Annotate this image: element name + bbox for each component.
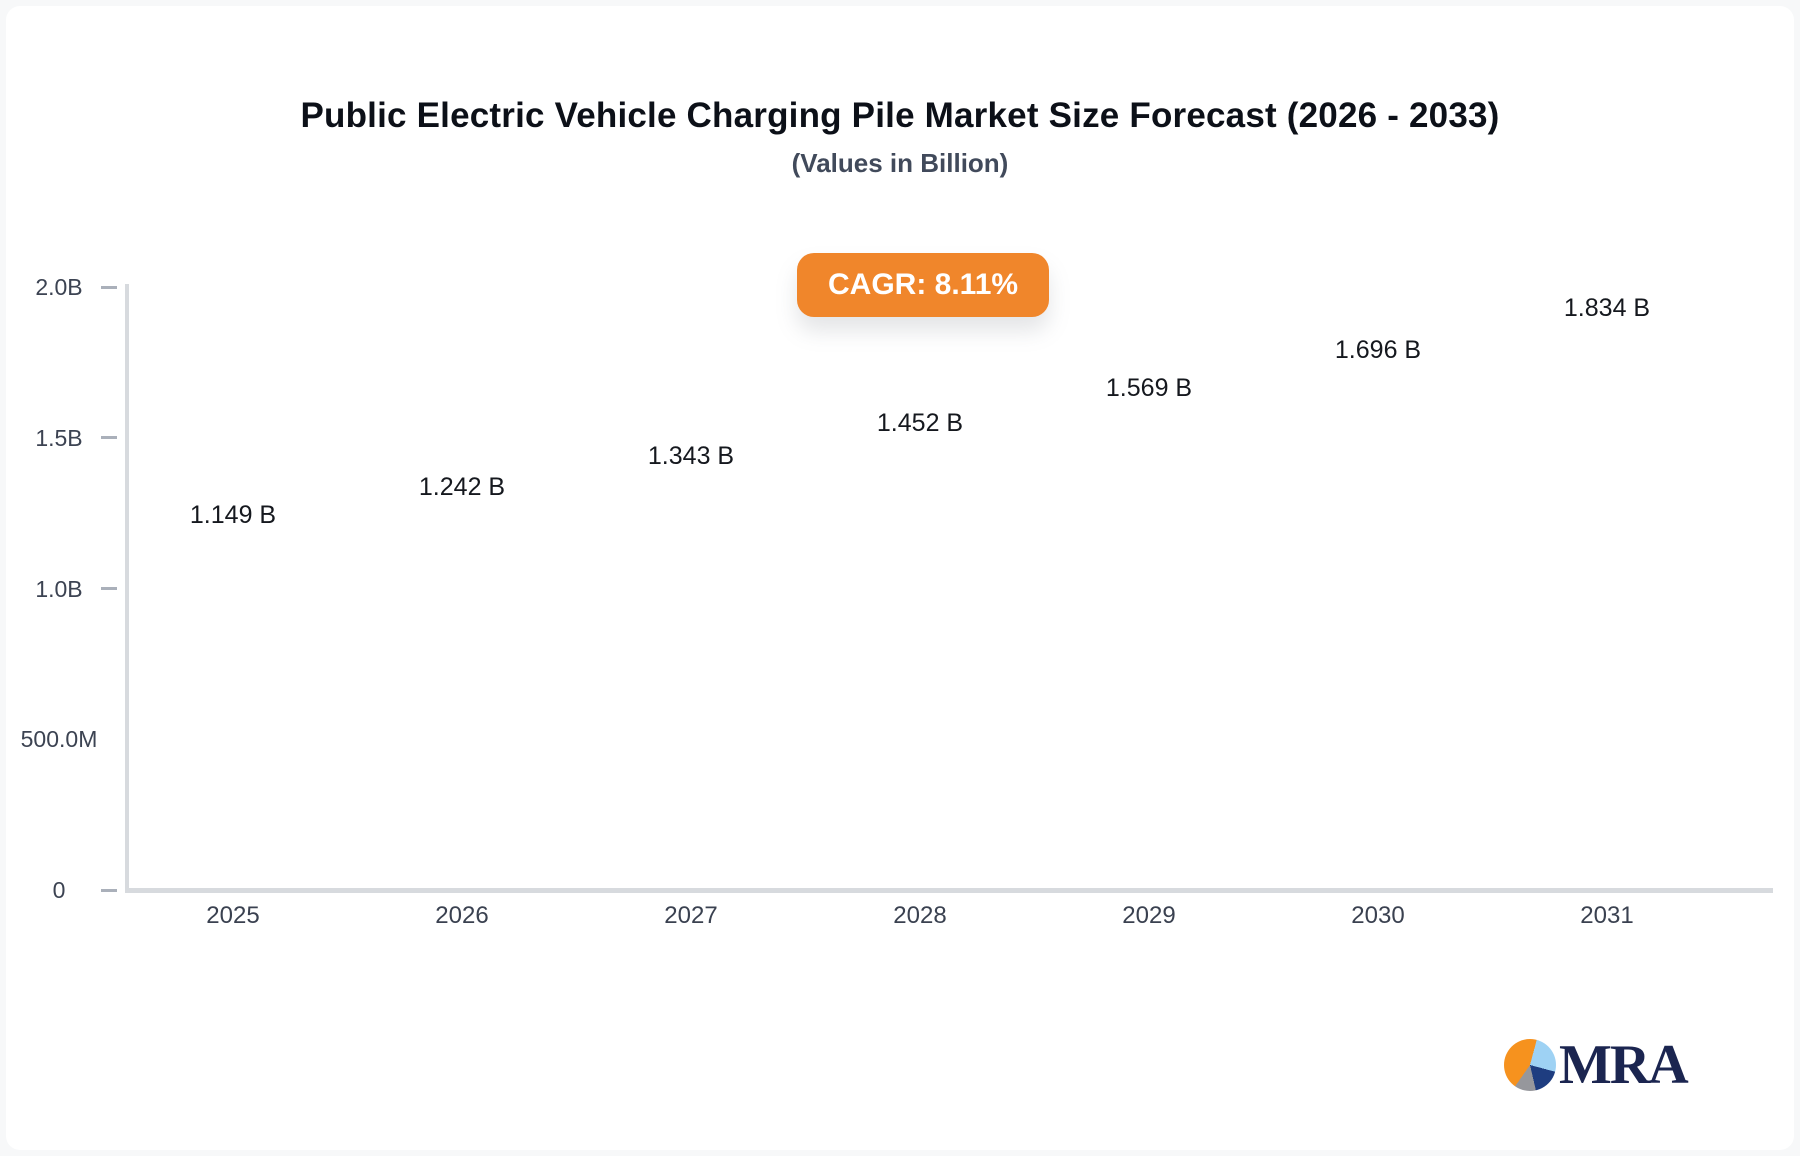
x-axis-label-2028: 2028 xyxy=(893,902,947,929)
y-tick-label: 2.0B xyxy=(35,274,83,300)
y-axis-line xyxy=(125,284,129,890)
y-tick-mark xyxy=(101,285,117,289)
chart-title: Public Electric Vehicle Charging Pile Ma… xyxy=(300,96,1500,135)
bar-value-label: 1.569 B xyxy=(1105,373,1193,402)
bar-value-label: 1.242 B xyxy=(418,472,506,501)
x-axis-line xyxy=(125,888,1773,893)
y-tick-label: 500.0M xyxy=(20,726,98,753)
x-axis-label-2030: 2030 xyxy=(1351,902,1405,929)
chart-card xyxy=(6,6,1794,1150)
mra-logo-text: MRA xyxy=(1559,1034,1689,1096)
chart-subtitle: (Values in Billion) xyxy=(791,148,1009,178)
x-axis-label-2026: 2026 xyxy=(435,902,489,929)
mra-logo: MRA xyxy=(1504,1034,1689,1096)
cagr-badge: CAGR: 8.11% xyxy=(797,253,1050,317)
bar-value-label: 1.149 B xyxy=(189,500,277,529)
y-tick-mark xyxy=(101,587,117,590)
y-tick-label: 1.0B xyxy=(35,575,83,602)
bar-value-label: 1.696 B xyxy=(1334,335,1422,364)
bar-value-label: 1.834 B xyxy=(1563,294,1651,323)
y-tick-label: 1.5B xyxy=(35,424,83,451)
y-tick-mark xyxy=(101,436,117,440)
bar-value-label: 1.343 B xyxy=(647,442,735,471)
x-axis-label-2027: 2027 xyxy=(664,902,718,929)
x-axis-label-2031: 2031 xyxy=(1580,902,1634,929)
y-tick-mark xyxy=(101,888,117,892)
bar-value-label: 1.452 B xyxy=(876,409,964,438)
x-axis-label-2029: 2029 xyxy=(1122,902,1176,929)
mra-logo-pie-icon xyxy=(1504,1039,1556,1091)
y-tick-label: 0 xyxy=(52,877,66,903)
x-axis-label-2025: 2025 xyxy=(206,902,260,929)
